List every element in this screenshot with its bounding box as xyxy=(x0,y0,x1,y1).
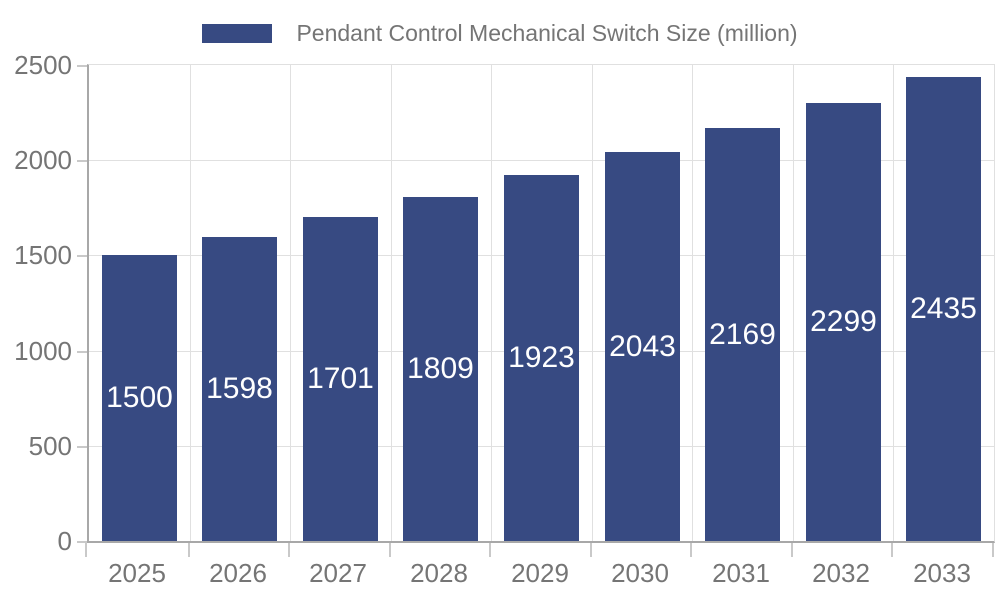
bar-value-label: 1701 xyxy=(307,362,374,395)
v-gridline-4 xyxy=(491,65,492,541)
legend-label: Pendant Control Mechanical Switch Size (… xyxy=(296,20,798,46)
x-tick-3 xyxy=(389,543,391,557)
bar-2025: 1500 xyxy=(102,255,177,541)
x-axis-label-2032: 2032 xyxy=(812,558,870,588)
y-tick-500 xyxy=(77,446,87,448)
bar-value-label: 2435 xyxy=(910,292,977,325)
bar-value-label: 1923 xyxy=(508,341,575,374)
x-tick-7 xyxy=(791,543,793,557)
x-tick-5 xyxy=(590,543,592,557)
bar-2026: 1598 xyxy=(202,237,277,541)
plot-area: 1500 1598 1701 1809 1923 2043 2169 2299 2435 xyxy=(87,64,995,543)
x-tick-2 xyxy=(288,543,290,557)
x-tick-0 xyxy=(85,543,87,557)
bar-2033: 2435 xyxy=(906,77,981,541)
x-tick-6 xyxy=(690,543,692,557)
bar-value-label: 2299 xyxy=(810,305,877,338)
x-tick-4 xyxy=(489,543,491,557)
x-axis-label-2027: 2027 xyxy=(309,558,367,588)
x-axis-label-2030: 2030 xyxy=(611,558,669,588)
y-tick-1000 xyxy=(77,351,87,353)
x-axis-label-2026: 2026 xyxy=(209,558,267,588)
x-tick-8 xyxy=(891,543,893,557)
x-axis-label-2025: 2025 xyxy=(108,558,166,588)
v-gridline-5 xyxy=(592,65,593,541)
h-gridline-2000 xyxy=(89,160,994,162)
bar-value-label: 2169 xyxy=(709,317,776,351)
y-axis-label-2500: 2500 xyxy=(14,50,72,80)
bar-value-label: 2043 xyxy=(609,329,676,363)
v-gridline-6 xyxy=(692,65,693,541)
y-axis-label-0: 0 xyxy=(57,526,72,556)
y-axis-label-1000: 1000 xyxy=(14,336,72,366)
bar-2031: 2169 xyxy=(705,128,780,541)
x-tick-1 xyxy=(188,543,190,557)
y-tick-1500 xyxy=(77,255,87,257)
bar-2029: 1923 xyxy=(504,175,579,541)
v-gridline-2 xyxy=(290,65,291,541)
legend-swatch-icon xyxy=(202,24,273,43)
bar-2027: 1701 xyxy=(303,217,378,541)
x-axis-label-2031: 2031 xyxy=(712,558,770,588)
bar-2032: 2299 xyxy=(806,103,881,541)
bar-2030: 2043 xyxy=(605,152,680,541)
v-gridline-7 xyxy=(793,65,794,541)
bar-value-label: 1598 xyxy=(206,372,273,405)
bar-2028: 1809 xyxy=(403,197,478,541)
y-tick-2500 xyxy=(77,65,87,67)
bar-value-label: 1500 xyxy=(106,381,173,414)
y-axis-label-500: 500 xyxy=(28,431,72,461)
x-axis-label-2028: 2028 xyxy=(410,558,468,588)
v-gridline-8 xyxy=(893,65,894,541)
y-tick-0 xyxy=(77,541,87,543)
x-tick-9 xyxy=(992,543,994,557)
v-gridline-1 xyxy=(190,65,191,541)
y-axis-label-1500: 1500 xyxy=(14,240,72,270)
v-gridline-3 xyxy=(391,65,392,541)
y-tick-2000 xyxy=(77,160,87,162)
x-axis-label-2029: 2029 xyxy=(511,558,569,588)
legend[interactable]: Pendant Control Mechanical Switch Size (… xyxy=(0,22,1000,45)
x-axis-label-2033: 2033 xyxy=(913,558,971,588)
bar-value-label: 1809 xyxy=(407,352,474,385)
y-axis-label-2000: 2000 xyxy=(14,145,72,175)
